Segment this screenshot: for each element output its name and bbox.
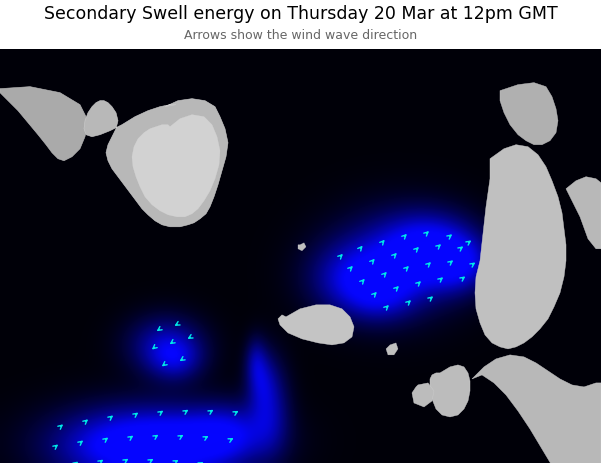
Polygon shape	[412, 383, 434, 407]
Polygon shape	[298, 243, 306, 251]
Polygon shape	[430, 365, 470, 417]
Polygon shape	[386, 343, 398, 355]
Polygon shape	[132, 115, 220, 217]
Polygon shape	[84, 99, 228, 227]
Polygon shape	[475, 145, 566, 349]
Text: Secondary Swell energy on Thursday 20 Mar at 12pm GMT: Secondary Swell energy on Thursday 20 Ma…	[44, 5, 557, 23]
Polygon shape	[500, 83, 558, 145]
Polygon shape	[0, 87, 88, 161]
Polygon shape	[278, 305, 354, 345]
Polygon shape	[566, 177, 601, 249]
Polygon shape	[472, 355, 601, 463]
Text: Arrows show the wind wave direction: Arrows show the wind wave direction	[184, 29, 417, 42]
